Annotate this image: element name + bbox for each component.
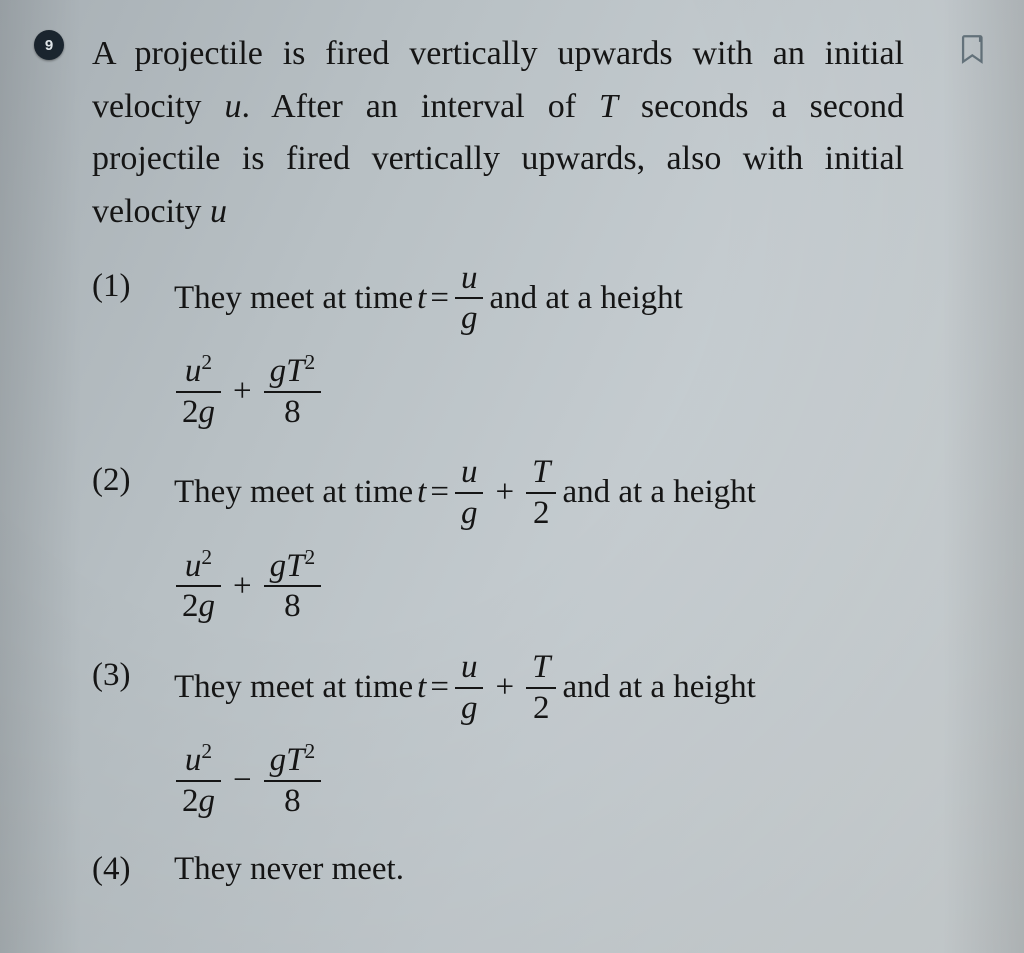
option-text: and at a height bbox=[562, 662, 755, 713]
frac-top-g: g bbox=[270, 548, 287, 584]
fraction-gT2-over-8: gT2 8 bbox=[264, 549, 322, 624]
option-4[interactable]: (4) They never meet. bbox=[92, 844, 924, 895]
fraction-u2-over-2g: u2 2g bbox=[176, 743, 221, 818]
frac-bot-2: 2 bbox=[182, 588, 199, 624]
height-expression: u2 2g + gT2 8 bbox=[174, 541, 924, 624]
fraction-u2-over-2g: u2 2g bbox=[176, 354, 221, 429]
frac-top-u: u bbox=[185, 548, 202, 584]
frac-sup: 2 bbox=[304, 545, 315, 569]
frac-top-g: g bbox=[270, 353, 287, 389]
option-text: They meet at time bbox=[174, 662, 413, 713]
frac-top-u: u bbox=[185, 742, 202, 778]
frac-top-T: T bbox=[286, 742, 304, 778]
fraction-T-over-2: T 2 bbox=[526, 455, 556, 530]
frac-bot-g: g bbox=[199, 588, 216, 624]
frac-top-T: T bbox=[286, 548, 304, 584]
fraction-u-over-g: u g bbox=[455, 650, 484, 725]
height-expression: u2 2g + gT2 8 bbox=[174, 346, 924, 429]
plus-sign: + bbox=[495, 662, 514, 713]
frac-top: u bbox=[455, 261, 484, 300]
height-expression: u2 2g − gT2 8 bbox=[174, 735, 924, 818]
frac-bot-8: 8 bbox=[264, 393, 322, 430]
frac-bot-2: 2 bbox=[182, 783, 199, 819]
stem-var-T: T bbox=[599, 88, 618, 125]
option-text: They meet at time bbox=[174, 467, 413, 518]
option-text: and at a height bbox=[562, 467, 755, 518]
option-text: and at a height bbox=[489, 273, 682, 324]
option-text: They never meet. bbox=[174, 851, 404, 887]
question-number: 9 bbox=[45, 37, 53, 54]
frac-top-u: u bbox=[185, 353, 202, 389]
question-stem: A projectile is fired vertically upwards… bbox=[92, 28, 904, 239]
frac-top-g: g bbox=[270, 742, 287, 778]
var-t: t bbox=[417, 467, 426, 518]
fraction-u-over-g: u g bbox=[455, 455, 484, 530]
plus-sign: + bbox=[495, 467, 514, 518]
option-text: They meet at time bbox=[174, 273, 413, 324]
option-number: (3) bbox=[92, 650, 140, 701]
frac-sup: 2 bbox=[201, 739, 212, 763]
option-body: They meet at time t = u g and at a heigh… bbox=[174, 261, 924, 448]
fraction-gT2-over-8: gT2 8 bbox=[264, 354, 322, 429]
frac-sup: 2 bbox=[304, 739, 315, 763]
frac-top: T bbox=[526, 650, 556, 689]
frac-sup: 2 bbox=[201, 545, 212, 569]
var-t: t bbox=[417, 662, 426, 713]
page-container: 9 A projectile is fired vertically upwar… bbox=[0, 0, 1024, 953]
frac-bot: 2 bbox=[526, 494, 556, 531]
frac-top: T bbox=[526, 455, 556, 494]
frac-bot: g bbox=[455, 494, 484, 531]
frac-bot-8: 8 bbox=[264, 782, 322, 819]
frac-sup: 2 bbox=[201, 350, 212, 374]
question-number-badge: 9 bbox=[34, 30, 64, 60]
option-number: (2) bbox=[92, 455, 140, 506]
option-1[interactable]: (1) They meet at time t = u g and at a h… bbox=[92, 261, 924, 448]
bookmark-icon[interactable] bbox=[956, 32, 990, 71]
minus-sign: − bbox=[233, 755, 252, 806]
option-2[interactable]: (2) They meet at time t = u g + T 2 an bbox=[92, 455, 924, 642]
frac-bot: 2 bbox=[526, 689, 556, 726]
option-number: (1) bbox=[92, 261, 140, 312]
frac-top-T: T bbox=[286, 353, 304, 389]
equals: = bbox=[430, 273, 449, 324]
frac-bot: g bbox=[455, 299, 484, 336]
fraction-u-over-g: u g bbox=[455, 261, 484, 336]
option-body: They never meet. bbox=[174, 844, 924, 895]
option-3[interactable]: (3) They meet at time t = u g + T 2 an bbox=[92, 650, 924, 837]
frac-top: u bbox=[455, 455, 484, 494]
frac-sup: 2 bbox=[304, 350, 315, 374]
option-body: They meet at time t = u g + T 2 and at a… bbox=[174, 650, 924, 837]
frac-bot: g bbox=[455, 689, 484, 726]
option-number: (4) bbox=[92, 844, 140, 895]
stem-var-u2: u bbox=[210, 193, 227, 230]
frac-bot-2: 2 bbox=[182, 394, 199, 430]
plus-sign: + bbox=[233, 561, 252, 612]
fraction-gT2-over-8: gT2 8 bbox=[264, 743, 322, 818]
var-t: t bbox=[417, 273, 426, 324]
frac-bot-8: 8 bbox=[264, 587, 322, 624]
plus-sign: + bbox=[233, 366, 252, 417]
stem-var-u1: u bbox=[225, 88, 242, 125]
frac-bot-g: g bbox=[199, 783, 216, 819]
equals: = bbox=[430, 467, 449, 518]
fraction-T-over-2: T 2 bbox=[526, 650, 556, 725]
options-list: (1) They meet at time t = u g and at a h… bbox=[92, 261, 924, 896]
fraction-u2-over-2g: u2 2g bbox=[176, 549, 221, 624]
frac-bot-g: g bbox=[199, 394, 216, 430]
frac-top: u bbox=[455, 650, 484, 689]
equals: = bbox=[430, 662, 449, 713]
option-body: They meet at time t = u g + T 2 and at a… bbox=[174, 455, 924, 642]
stem-text: . After an interval of bbox=[242, 88, 600, 125]
